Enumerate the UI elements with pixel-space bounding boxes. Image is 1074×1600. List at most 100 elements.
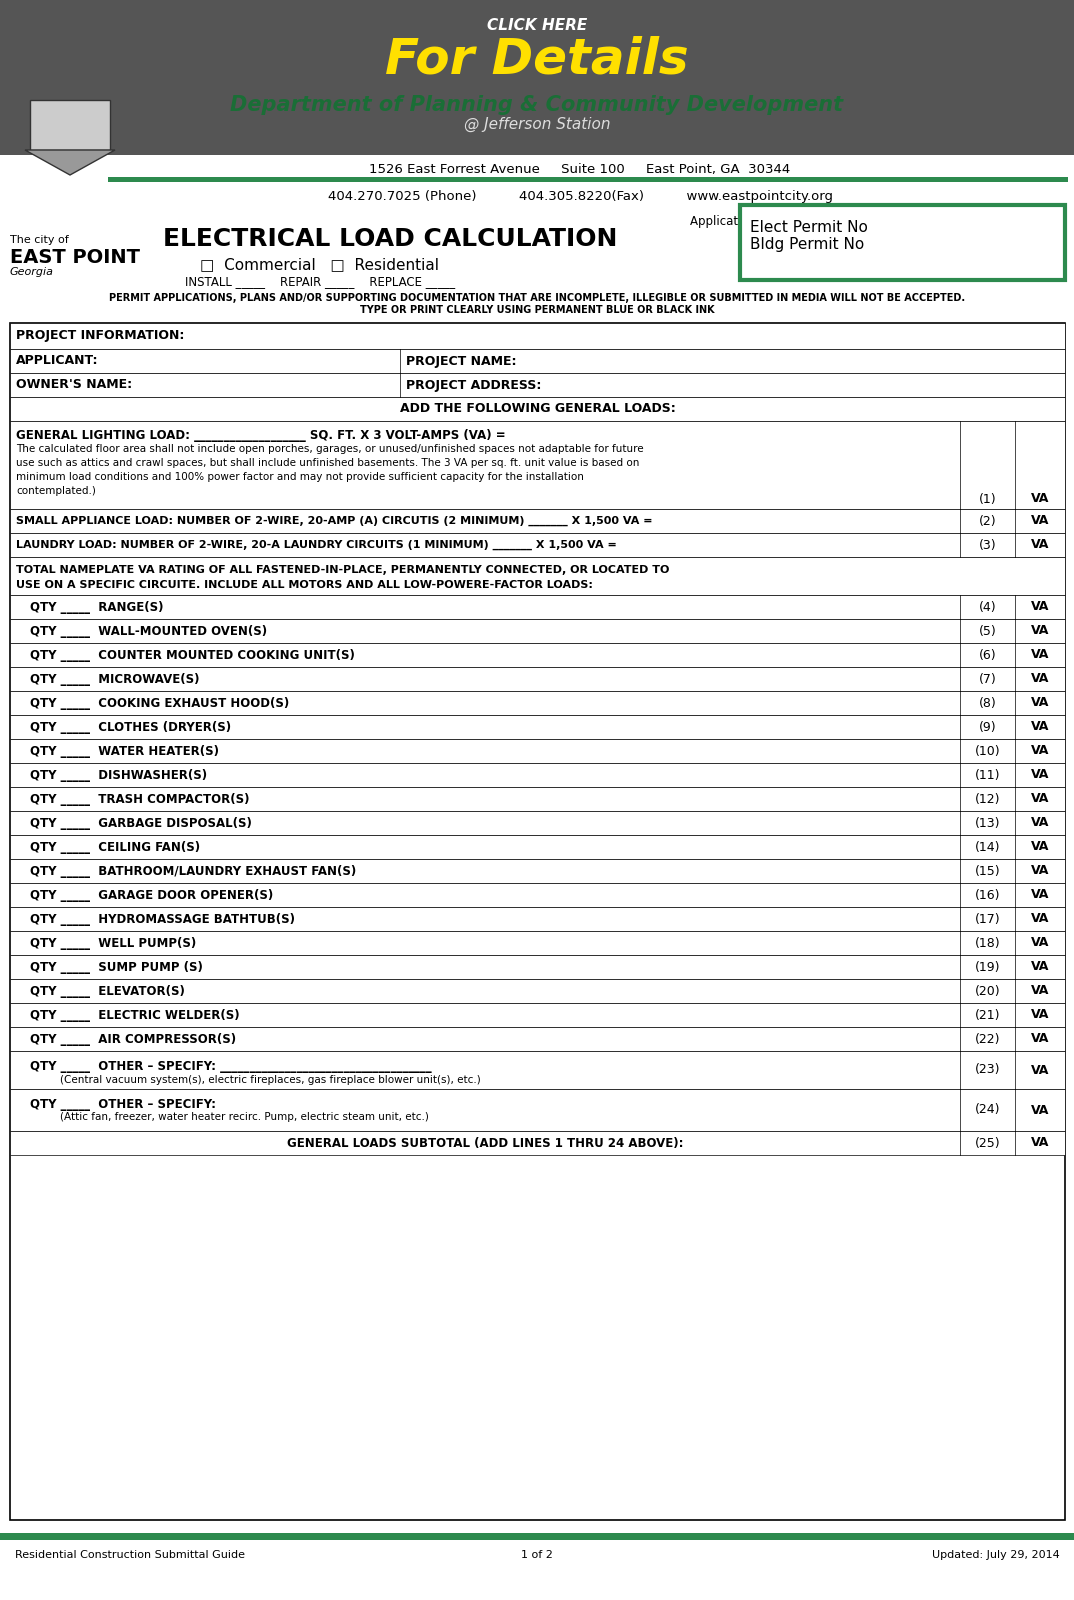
Text: VA: VA [1031, 696, 1049, 709]
Text: (11): (11) [975, 768, 1000, 781]
Text: (12): (12) [975, 792, 1000, 805]
Bar [30, 99, 110, 150]
Bar [10, 397, 1065, 421]
Text: (17): (17) [975, 912, 1000, 925]
Text: VA: VA [1031, 984, 1049, 997]
Text: (Attic fan, freezer, water heater recirc. Pump, electric steam unit, etc.): (Attic fan, freezer, water heater recirc… [60, 1112, 429, 1122]
Text: For Details: For Details [386, 35, 688, 83]
Bar [10, 533, 1065, 557]
Bar [10, 1051, 1065, 1090]
Text: (14): (14) [975, 840, 1000, 853]
Text: QTY _____  AIR COMPRESSOR(S): QTY _____ AIR COMPRESSOR(S) [30, 1032, 236, 1045]
Text: contemplated.): contemplated.) [16, 486, 96, 496]
Text: TYPE OR PRINT CLEARLY USING PERMANENT BLUE OR BLACK INK: TYPE OR PRINT CLEARLY USING PERMANENT BL… [360, 306, 714, 315]
Bar [10, 931, 1065, 955]
Text: Residential Construction Submittal Guide: Residential Construction Submittal Guide [15, 1550, 245, 1560]
Text: use such as attics and crawl spaces, but shall include unfinished basements. The: use such as attics and crawl spaces, but… [16, 458, 639, 467]
Text: @ Jefferson Station: @ Jefferson Station [464, 117, 610, 133]
Bar [10, 373, 1065, 397]
Bar [10, 811, 1065, 835]
Text: (4): (4) [978, 600, 997, 613]
Bar [10, 323, 1065, 349]
Text: (18): (18) [975, 936, 1000, 949]
Bar [0, 0, 1074, 155]
Text: (2): (2) [978, 515, 997, 528]
Text: VA: VA [1031, 648, 1049, 661]
Text: QTY _____  GARAGE DOOR OPENER(S): QTY _____ GARAGE DOOR OPENER(S) [30, 888, 273, 901]
Text: (20): (20) [975, 984, 1000, 997]
Bar [10, 787, 1065, 811]
Text: VA: VA [1031, 720, 1049, 733]
Text: QTY _____  WATER HEATER(S): QTY _____ WATER HEATER(S) [30, 744, 219, 757]
Text: QTY _____  ELEVATOR(S): QTY _____ ELEVATOR(S) [30, 984, 185, 997]
Text: QTY _____  ELECTRIC WELDER(S): QTY _____ ELECTRIC WELDER(S) [30, 1008, 240, 1021]
Text: VA: VA [1031, 672, 1049, 685]
Text: PERMIT APPLICATIONS, PLANS AND/OR SUPPORTING DOCUMENTATION THAT ARE INCOMPLETE, : PERMIT APPLICATIONS, PLANS AND/OR SUPPOR… [108, 293, 966, 302]
Bar [10, 835, 1065, 859]
Bar [10, 955, 1065, 979]
Bar [10, 1003, 1065, 1027]
Text: QTY _____  HYDROMASSAGE BATHTUB(S): QTY _____ HYDROMASSAGE BATHTUB(S) [30, 912, 295, 925]
Text: QTY _____  CLOTHES (DRYER(S): QTY _____ CLOTHES (DRYER(S) [30, 720, 231, 733]
Text: VA: VA [1031, 1136, 1049, 1149]
Text: (25): (25) [975, 1136, 1000, 1149]
Text: minimum load conditions and 100% power factor and may not provide sufficient cap: minimum load conditions and 100% power f… [16, 472, 584, 482]
Text: (9): (9) [978, 720, 997, 733]
Text: TOTAL NAMEPLATE VA RATING OF ALL FASTENED-IN-PLACE, PERMANENTLY CONNECTED, OR LO: TOTAL NAMEPLATE VA RATING OF ALL FASTENE… [16, 565, 669, 574]
Text: (13): (13) [975, 816, 1000, 829]
Text: QTY _____  RANGE(S): QTY _____ RANGE(S) [30, 600, 163, 613]
Text: (21): (21) [975, 1008, 1000, 1021]
Bar [0, 1533, 1074, 1539]
Text: INSTALL _____    REPAIR _____    REPLACE _____: INSTALL _____ REPAIR _____ REPLACE _____ [185, 275, 455, 288]
Text: Application Date _____ / _____ / _____: Application Date _____ / _____ / _____ [690, 214, 903, 227]
Text: VA: VA [1031, 792, 1049, 805]
Bar [10, 1027, 1065, 1051]
Bar [10, 907, 1065, 931]
Text: PROJECT ADDRESS:: PROJECT ADDRESS: [406, 379, 541, 392]
Text: (15): (15) [975, 864, 1000, 877]
Text: QTY _____  DISHWASHER(S): QTY _____ DISHWASHER(S) [30, 768, 207, 781]
Text: QTY _____  OTHER – SPECIFY:: QTY _____ OTHER – SPECIFY: [30, 1098, 216, 1110]
Text: QTY _____  GARBAGE DISPOSAL(S): QTY _____ GARBAGE DISPOSAL(S) [30, 816, 252, 829]
Text: SMALL APPLIANCE LOAD: NUMBER OF 2-WIRE, 20-AMP (A) CIRCUTIS (2 MINIMUM) _______ : SMALL APPLIANCE LOAD: NUMBER OF 2-WIRE, … [16, 515, 653, 526]
Text: (7): (7) [978, 672, 997, 685]
Bar [10, 323, 1065, 1520]
Text: (3): (3) [978, 539, 997, 552]
Text: (1): (1) [978, 493, 997, 506]
Text: VA: VA [1031, 1064, 1049, 1077]
Bar [10, 557, 1065, 595]
Text: (Central vacuum system(s), electric fireplaces, gas fireplace blower unit(s), et: (Central vacuum system(s), electric fire… [60, 1075, 481, 1085]
Text: QTY _____  BATHROOM/LAUNDRY EXHAUST FAN(S): QTY _____ BATHROOM/LAUNDRY EXHAUST FAN(S… [30, 864, 357, 877]
Bar [10, 667, 1065, 691]
Text: VA: VA [1031, 888, 1049, 901]
Text: (8): (8) [978, 696, 997, 709]
Text: QTY _____  CEILING FAN(S): QTY _____ CEILING FAN(S) [30, 840, 200, 853]
Text: QTY _____  TRASH COMPACTOR(S): QTY _____ TRASH COMPACTOR(S) [30, 792, 249, 805]
Text: The calculated floor area shall not include open porches, garages, or unused/unf: The calculated floor area shall not incl… [16, 443, 643, 454]
Text: Department of Planning & Community Development: Department of Planning & Community Devel… [231, 94, 843, 115]
Text: VA: VA [1031, 515, 1049, 528]
Text: (5): (5) [978, 624, 997, 637]
Bar [740, 205, 1065, 280]
Text: LAUNDRY LOAD: NUMBER OF 2-WIRE, 20-A LAUNDRY CIRCUITS (1 MINIMUM) _______ X 1,50: LAUNDRY LOAD: NUMBER OF 2-WIRE, 20-A LAU… [16, 539, 616, 550]
Text: VA: VA [1031, 960, 1049, 973]
Text: ADD THE FOLLOWING GENERAL LOADS:: ADD THE FOLLOWING GENERAL LOADS: [400, 403, 676, 416]
Text: (22): (22) [975, 1032, 1000, 1045]
Text: USE ON A SPECIFIC CIRCUITE. INCLUDE ALL MOTORS AND ALL LOW-POWERE-FACTOR LOADS:: USE ON A SPECIFIC CIRCUITE. INCLUDE ALL … [16, 579, 593, 590]
Text: OWNER'S NAME:: OWNER'S NAME: [16, 379, 132, 392]
Text: GENERAL LIGHTING LOAD: ___________________ SQ. FT. X 3 VOLT-AMPS (VA) =: GENERAL LIGHTING LOAD: _________________… [16, 429, 506, 442]
Bar [10, 979, 1065, 1003]
Bar [10, 691, 1065, 715]
Text: PROJECT INFORMATION:: PROJECT INFORMATION: [16, 330, 185, 342]
Text: VA: VA [1031, 624, 1049, 637]
Text: QTY _____  OTHER – SPECIFY: ____________________________________: QTY _____ OTHER – SPECIFY: _____________… [30, 1059, 432, 1074]
Text: QTY _____  WALL-MOUNTED OVEN(S): QTY _____ WALL-MOUNTED OVEN(S) [30, 624, 267, 637]
Text: (24): (24) [975, 1104, 1000, 1117]
Text: (16): (16) [975, 888, 1000, 901]
Text: VA: VA [1031, 936, 1049, 949]
Text: QTY _____  COUNTER MOUNTED COOKING UNIT(S): QTY _____ COUNTER MOUNTED COOKING UNIT(S… [30, 648, 354, 661]
Text: □  Commercial   □  Residential: □ Commercial □ Residential [201, 258, 439, 272]
Text: QTY _____  MICROWAVE(S): QTY _____ MICROWAVE(S) [30, 672, 200, 685]
Bar [10, 1090, 1065, 1131]
Text: (6): (6) [978, 648, 997, 661]
